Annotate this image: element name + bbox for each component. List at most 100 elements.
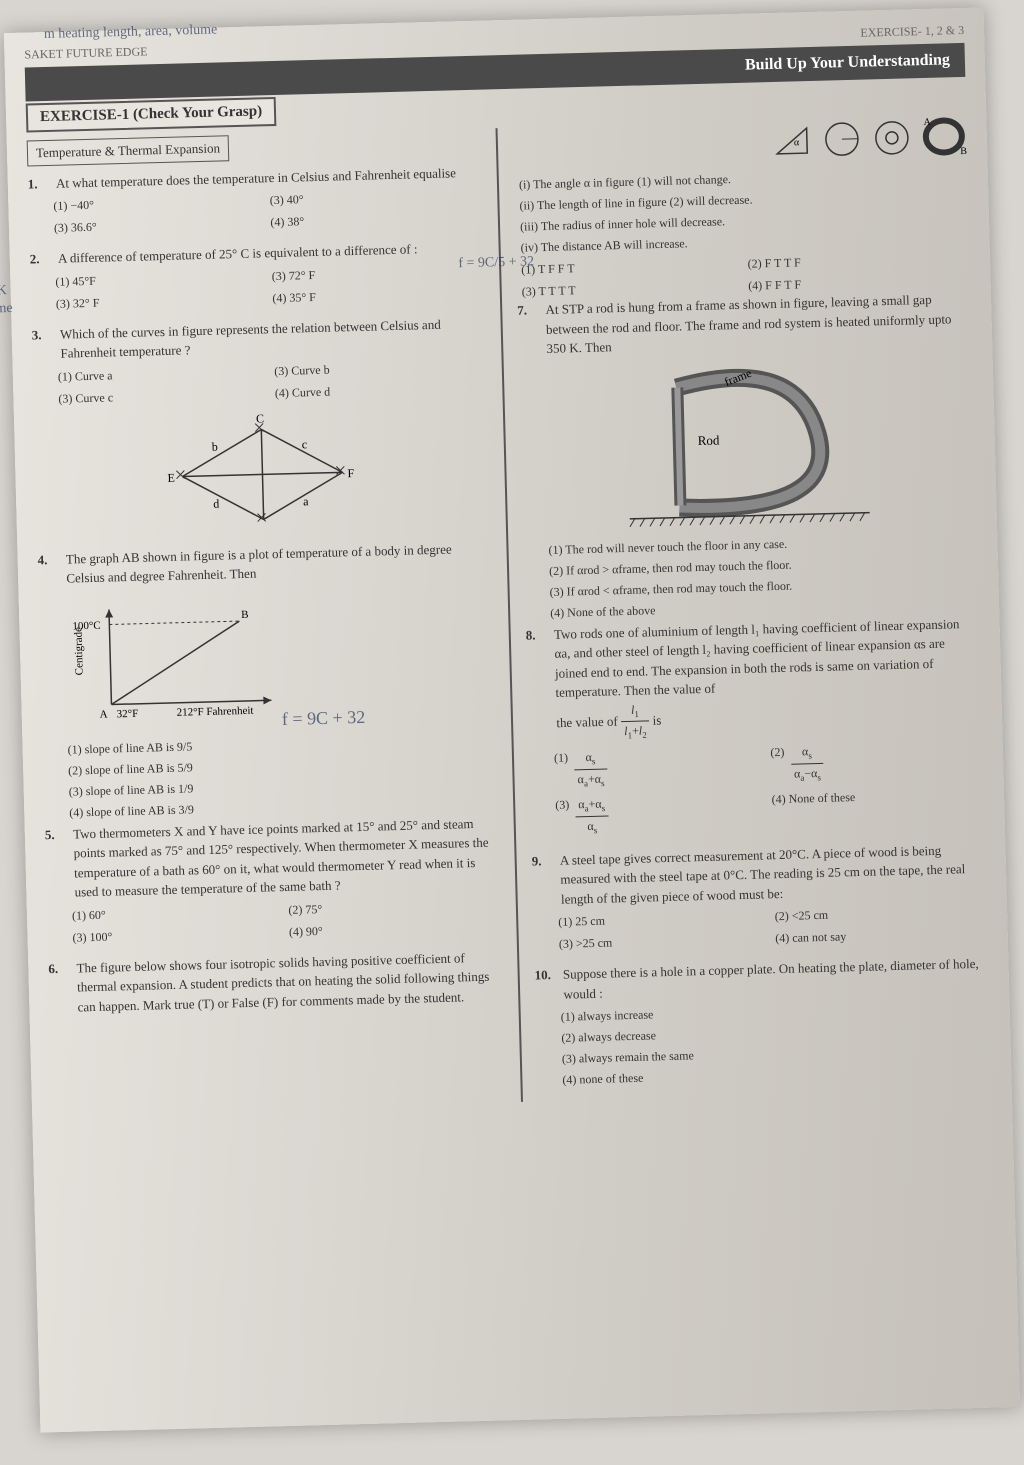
option: (1) Curve a <box>58 362 271 386</box>
q-text: A steel tape gives correct measurement a… <box>560 840 985 910</box>
option: (3) αa+αsαs <box>555 790 769 838</box>
option: (3) 40° <box>270 186 483 210</box>
option: (3) >25 cm <box>559 930 772 954</box>
question-4: 4. The graph AB shown in figure is a plo… <box>37 538 492 589</box>
q-number: 4. <box>37 549 63 569</box>
triangle-icon: α <box>771 122 812 158</box>
q-text: The graph AB shown in figure is a plot o… <box>66 538 491 588</box>
svg-text:E: E <box>167 470 175 484</box>
q9-options: (1) 25 cm (2) <25 cm (3) >25 cm (4) can … <box>558 902 988 953</box>
disc-icon: AB <box>921 116 967 157</box>
question-5: 5. Two thermometers X and Y have ice poi… <box>45 813 502 947</box>
content-columns: Temperature & Thermal Expansion 1. At wh… <box>27 116 992 1115</box>
q-number: 6. <box>48 958 74 978</box>
section-heading: Temperature & Thermal Expansion <box>27 135 230 166</box>
graph-ab: 100°C A 32°F 212°F Fahrenheit B Centigra… <box>69 589 496 730</box>
q10-options: (1) always increase (2) always decrease … <box>561 997 992 1089</box>
question-7: 7. At STP a rod is hung from a frame as … <box>517 289 972 359</box>
option: (2) <25 cm <box>774 902 987 926</box>
option: (4) Curve d <box>275 378 488 402</box>
svg-text:α: α <box>794 137 800 148</box>
publisher-name: SAKET FUTURE EDGE <box>24 44 147 62</box>
left-column: Temperature & Thermal Expansion 1. At wh… <box>27 129 506 1115</box>
question-6: 6. The figure below shows four isotropic… <box>48 947 503 1017</box>
q-text: The figure below shows four isotropic so… <box>76 947 501 1017</box>
q-text: Which of the curves in figure represents… <box>60 313 485 363</box>
q1-options: (1) −40° (3) 40° (3) 36.6° (4) 38° <box>53 186 483 237</box>
option: (1) 45°F <box>55 267 268 291</box>
q-number: 10. <box>534 965 560 985</box>
q3-options: (1) Curve a (3) Curve b (3) Curve c (4) … <box>58 356 488 407</box>
rhombus-svg: E F b c a d C <box>151 411 374 537</box>
question-10: 10. Suppose there is a hole in a copper … <box>534 954 991 1090</box>
option: (3) Curve b <box>274 356 487 380</box>
exercise-heading: EXERCISE-1 (Check Your Grasp) <box>26 97 277 133</box>
option: (3) 100° <box>72 923 285 947</box>
option: (1) 25 cm <box>558 908 771 932</box>
q-number: 5. <box>45 824 71 844</box>
q4-options: (1) slope of line AB is 9/5 (2) slope of… <box>67 729 498 821</box>
svg-text:d: d <box>213 496 219 510</box>
option: (3) 36.6° <box>54 213 267 237</box>
handwriting-top: m heating length, area, volume <box>44 22 218 43</box>
q6-subitems: (i) The angle α in figure (1) will not c… <box>519 164 970 257</box>
svg-text:F: F <box>347 466 354 480</box>
option: (4) can not say <box>775 924 988 948</box>
svg-text:A: A <box>923 117 931 128</box>
q8-options: (1) αsαa+αs (2) αsαa−αs (3) αa+αsαs (4) … <box>554 738 985 839</box>
option: (3) 72° F <box>272 261 485 285</box>
ring-icon <box>871 117 912 158</box>
svg-text:A: A <box>100 708 108 720</box>
q-number: 2. <box>30 249 56 269</box>
q-number: 8. <box>526 624 552 644</box>
graph-svg: 100°C A 32°F 212°F Fahrenheit B Centigra… <box>69 594 292 730</box>
svg-text:B: B <box>960 146 967 157</box>
option: (2) αsαa−αs <box>770 738 984 786</box>
question-3: 3. Which of the curves in figure represe… <box>31 313 487 408</box>
q-text: Two rods one of aluminium of length l₁ h… <box>554 613 981 745</box>
option: (3) 32° F <box>56 289 269 313</box>
option: (4) None of these <box>771 785 985 833</box>
option: (4) 90° <box>289 917 502 941</box>
option: (1) 60° <box>72 901 285 925</box>
option: (3) Curve c <box>58 384 271 408</box>
q-number: 3. <box>31 324 57 344</box>
handwriting-same: is same <box>0 298 13 320</box>
svg-text:212°F Fahrenheit: 212°F Fahrenheit <box>177 704 254 718</box>
frame-rod-svg: Rod frame <box>616 362 880 529</box>
textbook-page: m heating length, area, volume SAKET FUT… <box>4 7 1020 1432</box>
handwriting-tin: T in K <box>0 280 7 302</box>
q-number: 7. <box>517 300 543 320</box>
svg-text:32°F: 32°F <box>117 707 139 720</box>
right-column: α AB (i) The angle α in figure (1) will … <box>512 116 991 1102</box>
question-1: 1. At what temperature does the temperat… <box>28 162 484 237</box>
option: (2) 75° <box>288 895 501 919</box>
svg-text:b: b <box>212 439 218 453</box>
question-9: 9. A steel tape gives correct measuremen… <box>531 839 988 953</box>
option: (1) −40° <box>53 191 266 215</box>
q-text: Suppose there is a hole in a copper plat… <box>563 954 988 1004</box>
circle-icon <box>821 119 862 160</box>
option: (2) F T T F <box>747 249 970 273</box>
question-8: 8. Two rods one of aluminium of length l… <box>526 613 985 839</box>
svg-text:Centigrade: Centigrade <box>72 626 85 675</box>
option: (1) T F F T <box>521 255 744 279</box>
question-2: 2. A difference of temperature of 25° C … <box>30 238 486 313</box>
svg-text:a: a <box>303 494 309 508</box>
q-text: Two thermometers X and Y have ice points… <box>73 813 499 902</box>
shape-icons: α AB <box>512 116 967 168</box>
rhombus-diagram: E F b c a d C <box>34 408 491 540</box>
svg-text:Rod: Rod <box>698 432 721 448</box>
exercise-ref: EXERCISE- 1, 2 & 3 <box>860 23 964 41</box>
q5-options: (1) 60° (2) 75° (3) 100° (4) 90° <box>72 895 502 946</box>
option: (4) 35° F <box>272 283 485 307</box>
q7-options: (1) The rod will never touch the floor i… <box>548 529 979 621</box>
q-number: 1. <box>28 173 54 193</box>
q-text: At STP a rod is hung from a frame as sho… <box>545 289 970 359</box>
q-number: 9. <box>531 851 557 871</box>
svg-text:B: B <box>241 608 249 620</box>
q2-options: (1) 45°F (3) 72° F (3) 32° F (4) 35° F <box>55 261 485 312</box>
svg-text:c: c <box>302 437 308 451</box>
option: (4) 38° <box>270 208 483 232</box>
option: (1) αsαa+αs <box>554 744 768 792</box>
